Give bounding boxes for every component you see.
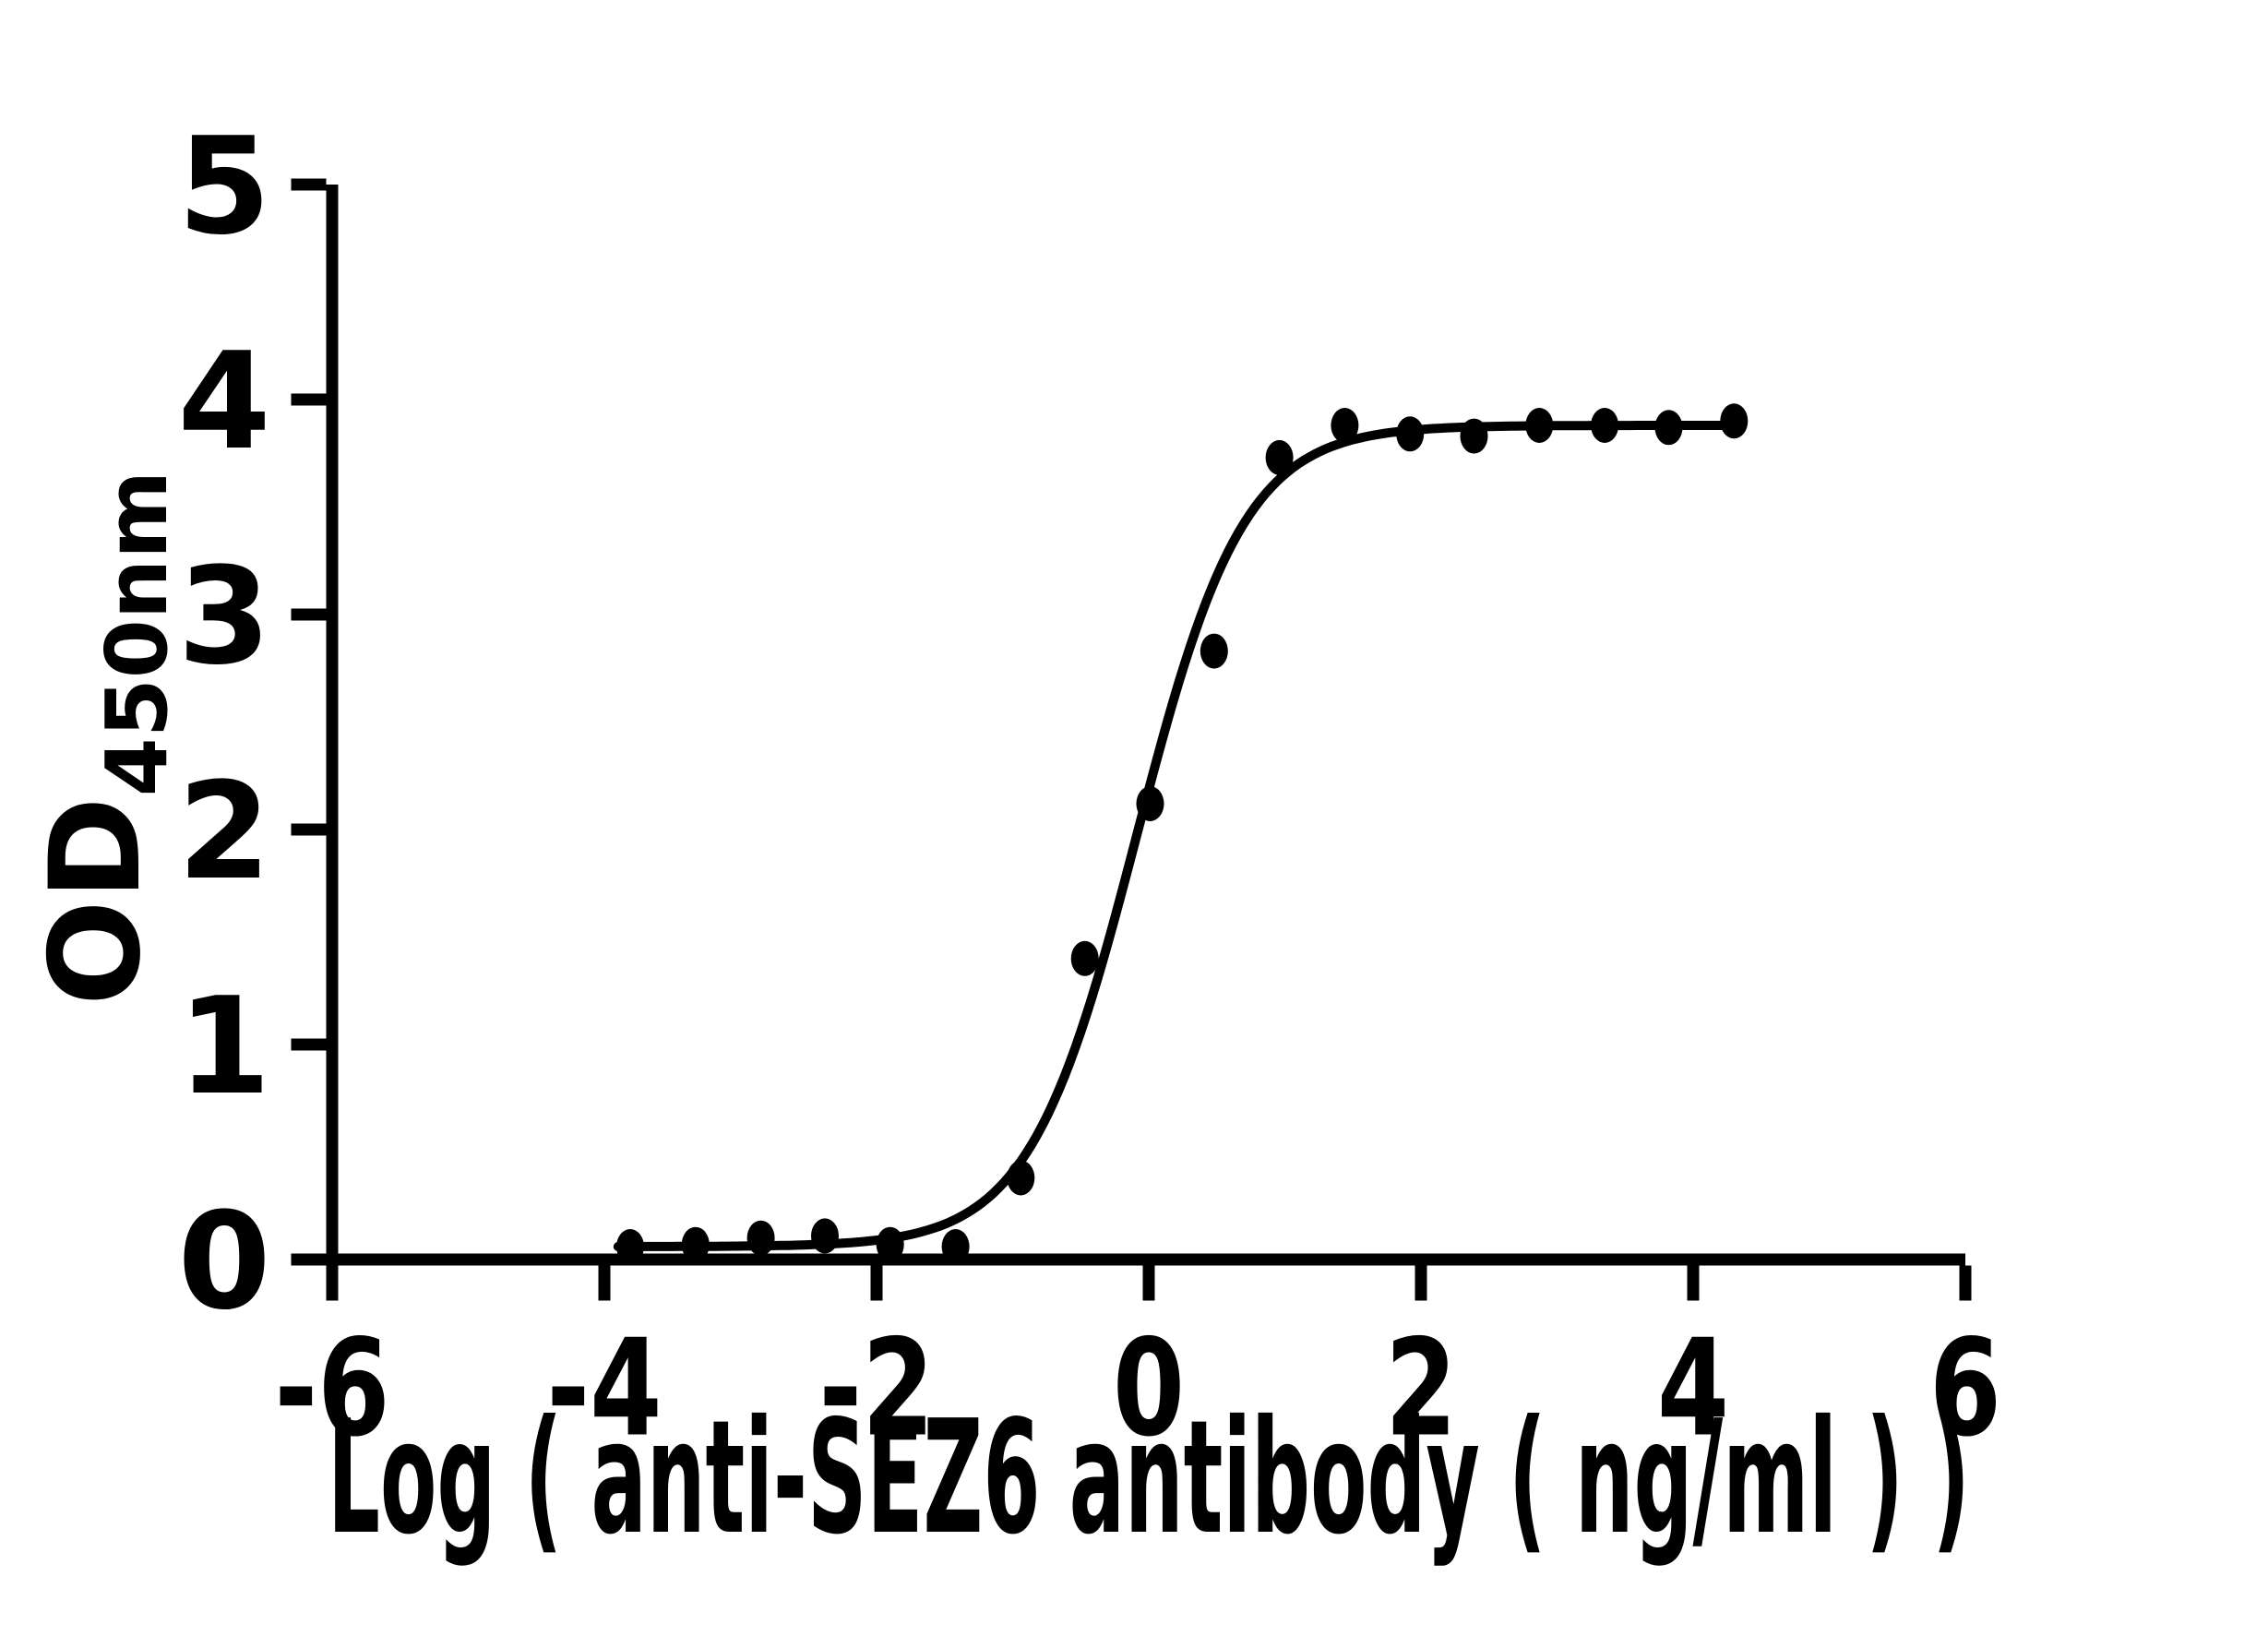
data-point [811, 1218, 839, 1254]
data-point [1654, 410, 1683, 446]
x-tick-label: 0 [1113, 1311, 1185, 1467]
data-point [616, 1229, 644, 1264]
y-tick-label: 2 [178, 754, 271, 910]
y-tick-label: 0 [178, 1184, 271, 1340]
data-point [876, 1226, 904, 1262]
data-point [1265, 439, 1294, 475]
y-tick-label: 5 [178, 109, 271, 265]
data-point [681, 1226, 710, 1262]
x-tick-label: -2 [819, 1311, 935, 1467]
y-axis-title-main: OD [23, 796, 168, 1006]
data-point [941, 1229, 970, 1264]
y-axis-title-subscript: 450nm [88, 471, 186, 796]
x-tick-label: -6 [275, 1311, 390, 1467]
data-point [746, 1220, 775, 1256]
data-point [1070, 940, 1099, 976]
data-point [1331, 408, 1359, 443]
x-tick-label: -4 [547, 1311, 662, 1467]
axis-frame [326, 185, 1965, 1266]
data-point [1525, 408, 1554, 443]
data-point [1136, 786, 1164, 821]
y-tick-label: 1 [178, 969, 271, 1125]
x-tick-label: 2 [1385, 1311, 1457, 1467]
data-point [1720, 403, 1749, 439]
data-point [1591, 408, 1619, 443]
data-point [1396, 416, 1425, 452]
data-point [1200, 633, 1228, 669]
x-tick-label: 6 [1929, 1311, 2001, 1467]
data-point [1460, 418, 1488, 454]
x-tick-label: 4 [1657, 1311, 1729, 1467]
y-axis-title: OD450nm [23, 471, 186, 1006]
y-tick-label: 4 [178, 324, 271, 480]
data-point [1007, 1160, 1035, 1196]
x-axis-title: Log ( anti-SEZ6 antibody ( ng/ml ) ) [328, 1387, 1970, 1570]
y-tick-label: 3 [178, 539, 271, 695]
